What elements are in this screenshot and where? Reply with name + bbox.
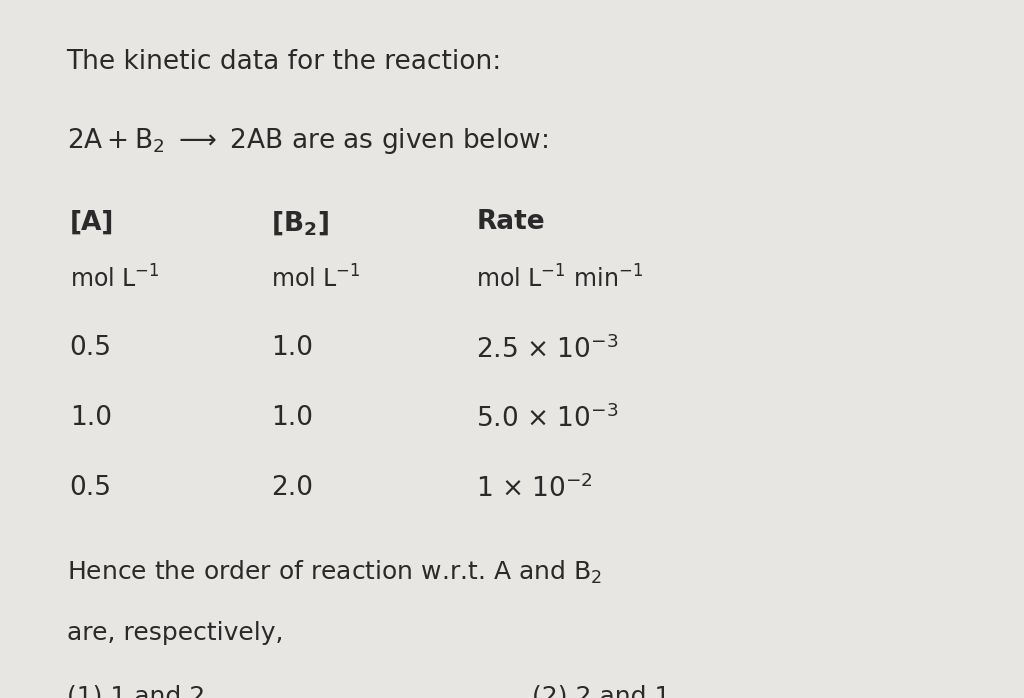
Text: $\mathregular{2A + B_2}$ $\mathregular{\longrightarrow}$ $\mathregular{2AB}$ are: $\mathregular{2A + B_2}$ $\mathregular{\… [67,126,548,156]
Text: 5.0 $\times$ 10$^{-3}$: 5.0 $\times$ 10$^{-3}$ [476,405,618,433]
Text: Rate: Rate [476,209,545,235]
Text: 0.5: 0.5 [70,335,112,361]
Text: mol L$^{-1}$: mol L$^{-1}$ [70,265,160,292]
Text: (2) 2 and 1: (2) 2 and 1 [532,684,671,698]
Text: 2.5 $\times$ 10$^{-3}$: 2.5 $\times$ 10$^{-3}$ [476,335,618,364]
Text: (1) 1 and 2: (1) 1 and 2 [67,684,205,698]
Text: 1 $\times$ 10$^{-2}$: 1 $\times$ 10$^{-2}$ [476,475,593,503]
Text: 0.5: 0.5 [70,475,112,500]
Text: 1.0: 1.0 [271,335,313,361]
Text: mol L$^{-1}$ min$^{-1}$: mol L$^{-1}$ min$^{-1}$ [476,265,643,292]
Text: [A]: [A] [70,209,114,235]
Text: 2.0: 2.0 [271,475,313,500]
Text: are, respectively,: are, respectively, [67,621,283,645]
Text: Hence the order of reaction w.r.t. A and B$_2$: Hence the order of reaction w.r.t. A and… [67,558,601,586]
Text: 1.0: 1.0 [70,405,112,431]
Text: mol L$^{-1}$: mol L$^{-1}$ [271,265,361,292]
Text: The kinetic data for the reaction:: The kinetic data for the reaction: [67,49,502,75]
Text: [B$_\mathregular{2}$]: [B$_\mathregular{2}$] [271,209,329,237]
Text: 1.0: 1.0 [271,405,313,431]
